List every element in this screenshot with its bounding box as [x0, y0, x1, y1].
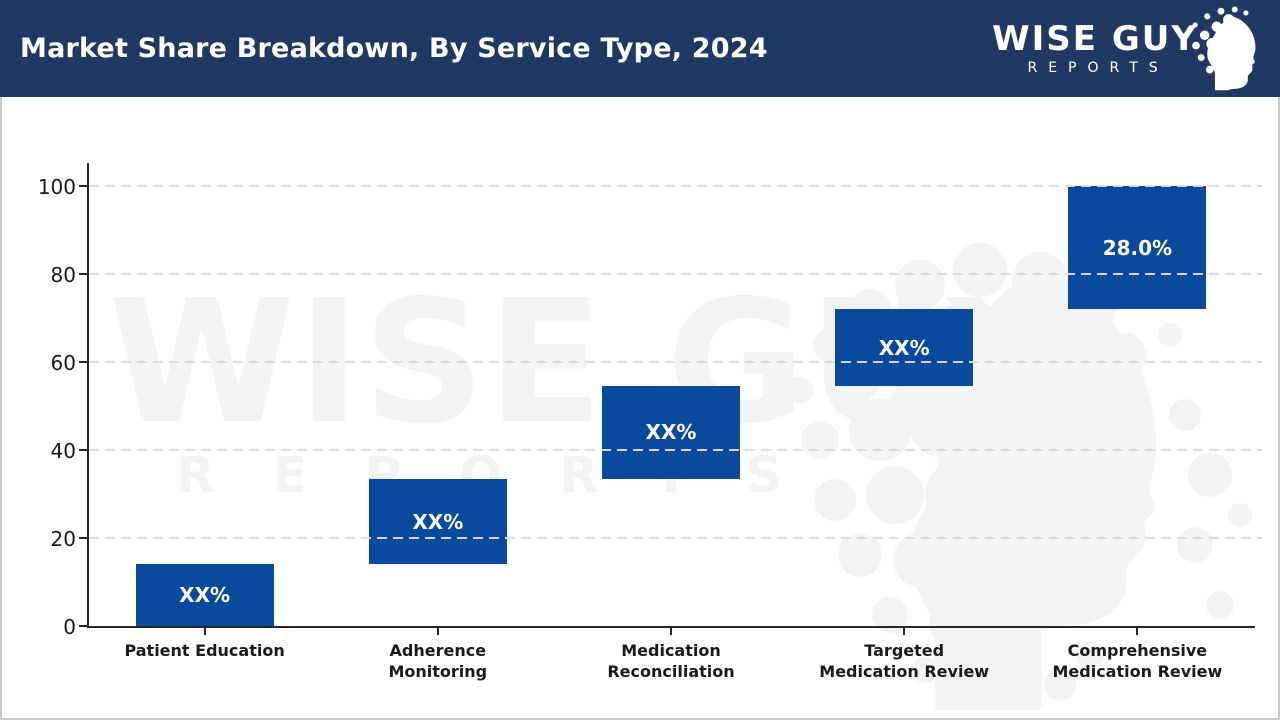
x-category-label-line: Comprehensive	[1067, 641, 1208, 660]
y-tick-label-0: 0	[63, 615, 76, 639]
bar-3	[602, 386, 740, 479]
x-category-label-line: Medication Review	[1052, 662, 1223, 681]
grid-line-60	[89, 361, 1262, 363]
y-tick-label-80: 80	[50, 263, 76, 287]
y-axis-line	[87, 163, 89, 628]
logo-head-icon	[1192, 5, 1256, 90]
x-category-label-line: Monitoring	[388, 662, 488, 681]
x-category-label-line: Targeted	[864, 641, 945, 660]
x-tick-mark	[903, 628, 906, 635]
frame-border-bottom	[0, 718, 1280, 720]
x-axis-line	[87, 626, 1255, 628]
x-category-label-line: Reconciliation	[607, 662, 735, 681]
logo-text: WISE GUY REPORTS	[992, 21, 1198, 77]
y-tick-label-60: 60	[50, 351, 76, 375]
bar-5	[1068, 186, 1207, 310]
x-tick-mark	[203, 628, 206, 635]
bar-4	[835, 309, 974, 387]
y-tick-mark-20	[79, 537, 88, 539]
y-tick-mark-0	[79, 625, 88, 627]
y-tick-mark-100	[79, 185, 88, 187]
header-bar: Market Share Breakdown, By Service Type,…	[0, 0, 1280, 97]
y-tick-mark-80	[79, 273, 88, 275]
x-category-label: Targeted Medication Review	[784, 640, 1024, 682]
bar-1	[135, 564, 274, 626]
x-category-label-line: Adherence	[389, 641, 487, 660]
frame-border-left	[0, 97, 2, 720]
x-category-label: Patient Education	[85, 640, 325, 661]
frame-border-right	[1278, 97, 1280, 720]
x-category-label: Adherence Monitoring	[318, 640, 558, 682]
bar-2	[368, 478, 507, 565]
bar-value-label: XX%	[645, 420, 697, 445]
y-tick-label-100: 100	[37, 175, 76, 199]
x-category-label: Comprehensive Medication Review	[1017, 640, 1257, 682]
page-title: Market Share Breakdown, By Service Type,…	[20, 33, 768, 64]
y-tick-label-40: 40	[50, 439, 76, 463]
bar-value-label: 28.0%	[1102, 235, 1173, 260]
x-category-label-line: Medication	[621, 641, 721, 660]
grid-line-80	[89, 273, 1262, 275]
grid-line-20	[89, 537, 1262, 539]
logo-subtitle: REPORTS	[1027, 59, 1169, 76]
bar-value-label: XX%	[412, 509, 464, 534]
grid-line-40	[89, 449, 1262, 451]
logo-wordmark: WISE GUY	[992, 18, 1198, 59]
x-category-label-line: Medication Review	[819, 662, 990, 681]
wise-guy-reports-logo: WISE GUY REPORTS	[992, 0, 1270, 97]
bar-value-label: XX%	[878, 335, 930, 360]
y-tick-mark-60	[79, 361, 88, 363]
bar-value-label: XX%	[179, 583, 231, 608]
x-tick-mark	[436, 628, 439, 635]
y-tick-mark-40	[79, 449, 88, 451]
y-tick-label-20: 20	[50, 527, 76, 551]
x-category-label: Medication Reconciliation	[551, 640, 791, 682]
x-tick-mark	[670, 628, 672, 635]
x-tick-mark	[1136, 628, 1139, 635]
grid-line-100	[89, 185, 1262, 187]
x-category-label-line: Patient Education	[124, 641, 285, 660]
